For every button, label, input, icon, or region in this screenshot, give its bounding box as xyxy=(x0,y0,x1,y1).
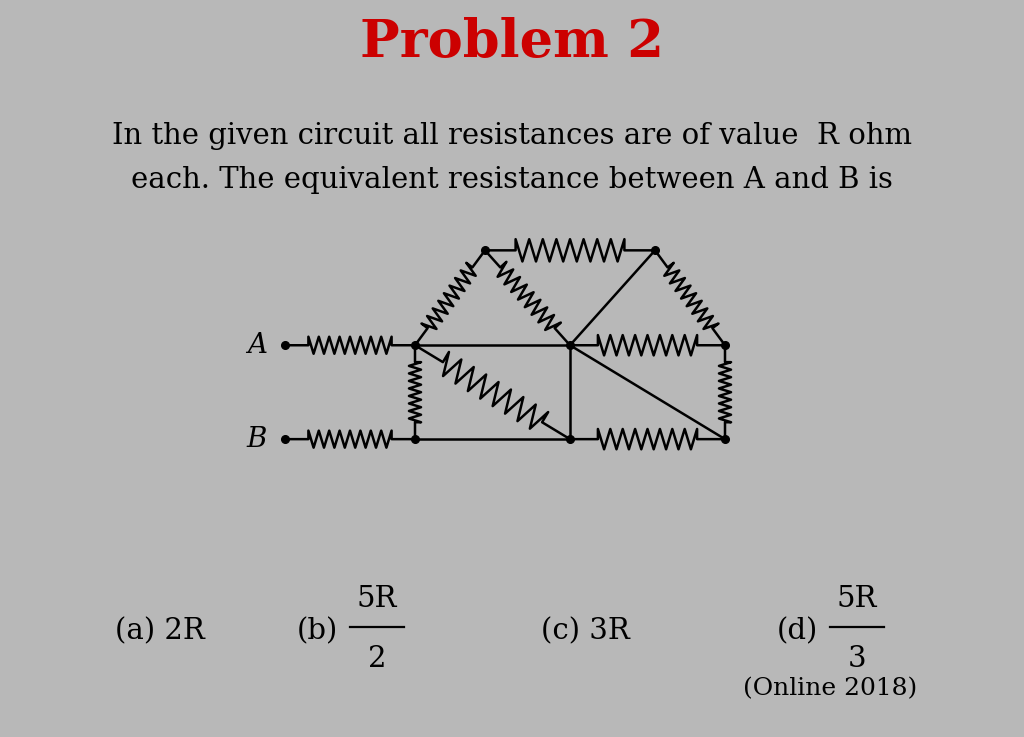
Text: (Online 2018): (Online 2018) xyxy=(742,677,918,700)
Text: each. The equivalent resistance between A and B is: each. The equivalent resistance between … xyxy=(131,166,893,194)
Text: 5R: 5R xyxy=(356,584,397,612)
Text: Problem 2: Problem 2 xyxy=(360,17,664,68)
Text: B: B xyxy=(247,426,267,453)
Text: 5R: 5R xyxy=(837,584,878,612)
Text: 3: 3 xyxy=(848,646,866,674)
Text: A: A xyxy=(247,332,267,359)
Text: 2: 2 xyxy=(368,646,386,674)
Text: (a) 2R: (a) 2R xyxy=(115,617,205,645)
Text: (b): (b) xyxy=(296,617,338,645)
Text: (d): (d) xyxy=(776,617,817,645)
Text: (c) 3R: (c) 3R xyxy=(541,617,630,645)
Text: In the given circuit all resistances are of value  R ohm: In the given circuit all resistances are… xyxy=(112,122,912,150)
